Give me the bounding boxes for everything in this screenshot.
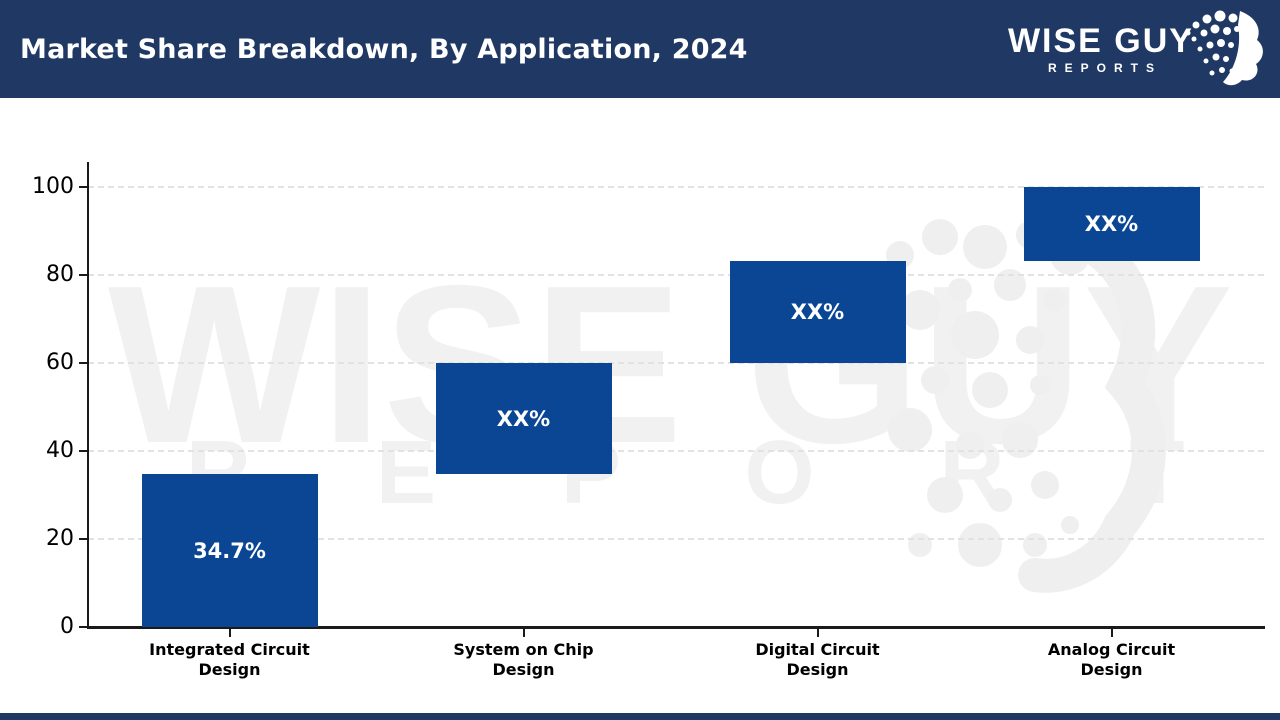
chart-title: Market Share Breakdown, By Application, … [20,33,748,65]
x-tick-mark-1 [522,629,525,637]
y-tick-label-100: 100 [32,174,74,199]
watermark-reports-text: R E P O R T S [186,423,1280,523]
gridline-100 [88,186,1264,188]
logo-reports-text: REPORTS [1047,60,1162,75]
x-axis-line [87,626,1265,629]
y-tick-mark-60 [79,362,87,364]
bar-value-label-2: XX% [790,299,845,324]
bar-segment-1: XX% [435,363,612,475]
y-tick-label-60: 60 [46,350,74,375]
x-tick-mark-0 [228,629,231,637]
category-label-1: System on Chip Design [453,640,594,679]
gridline-60 [88,362,1264,364]
y-tick-mark-80 [79,274,87,276]
category-label-0: Integrated Circuit Design [149,640,310,679]
header-bar: Market Share Breakdown, By Application, … [0,0,1280,98]
y-tick-label-40: 40 [46,438,74,463]
bar-segment-2: XX% [729,260,906,363]
category-label-2: Digital Circuit Design [755,640,880,679]
bar-segment-0: 34.7% [141,474,318,627]
bar-segment-3: XX% [1023,187,1200,261]
watermark-text: WISE GUY [108,238,1234,490]
y-tick-label-0: 0 [60,614,74,639]
bar-value-label-3: XX% [1084,211,1139,236]
footer-bar [0,713,1280,720]
gridline-80 [88,274,1264,276]
y-tick-label-20: 20 [46,526,74,551]
y-tick-mark-40 [79,450,87,452]
bar-value-label-1: XX% [496,406,551,431]
y-tick-mark-0 [79,626,87,628]
x-tick-mark-2 [816,629,819,637]
category-label-3: Analog Circuit Design [1047,640,1176,679]
gridline-20 [88,538,1264,540]
y-tick-mark-100 [79,186,87,188]
y-tick-mark-20 [79,538,87,540]
gridline-40 [88,450,1264,452]
wiseguy-logo: WISE GUY REPORTS [1008,7,1266,91]
y-axis-line [87,162,89,629]
logo-wiseguy-text: WISE GUY [1007,21,1194,60]
y-tick-label-80: 80 [46,262,74,287]
logo-face-icon [1185,10,1263,86]
bar-value-label-0: 34.7% [193,538,266,563]
x-tick-mark-3 [1110,629,1113,637]
